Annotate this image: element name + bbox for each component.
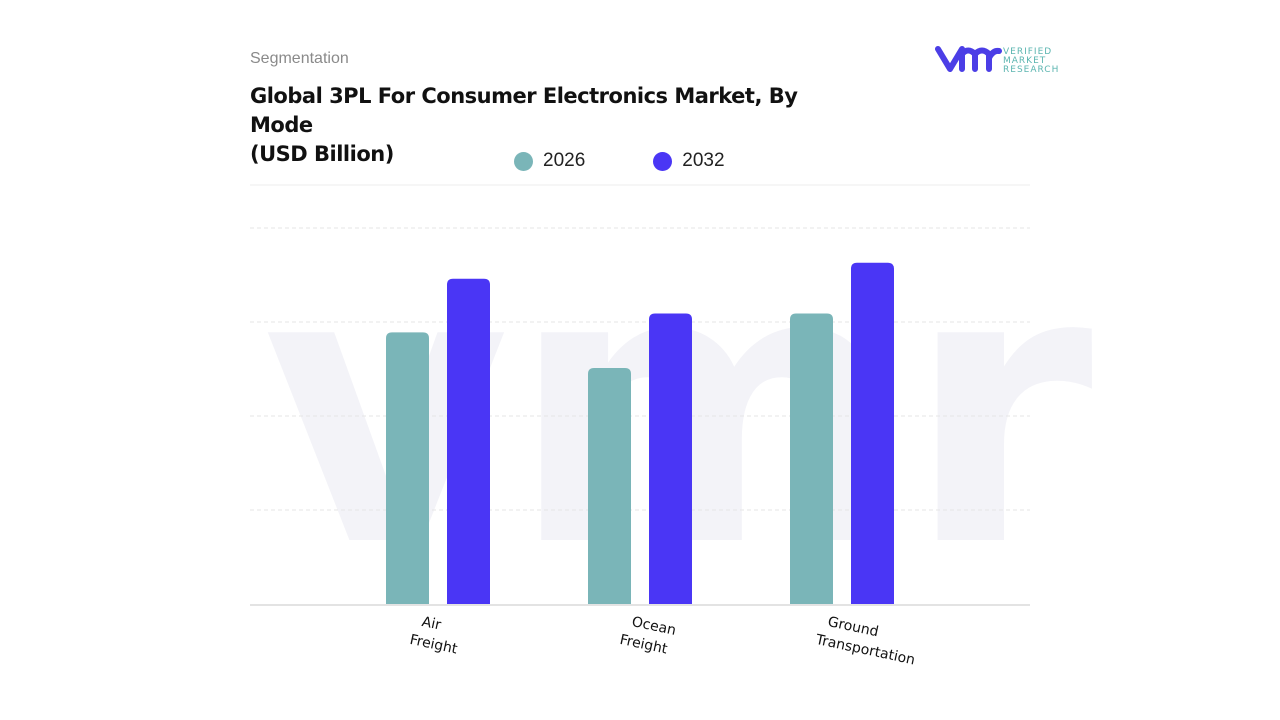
bar-ocean-freight-2032[interactable] (649, 313, 692, 604)
legend: 2026 2032 (514, 150, 725, 172)
legend-item-2032[interactable]: 2032 (653, 150, 725, 172)
vmr-logo: VERIFIED MARKET RESEARCH (935, 42, 1065, 83)
x-tick-label-air-freight: Air Freight (408, 612, 464, 659)
bar-air-freight-2026[interactable] (386, 332, 429, 604)
bar-ground-transportation-2026[interactable] (790, 313, 833, 604)
chart-title: Global 3PL For Consumer Electronics Mark… (250, 82, 850, 169)
legend-label: 2026 (543, 150, 586, 171)
bar-ground-transportation-2032[interactable] (851, 262, 894, 604)
title-line-2: (USD Billion) (250, 142, 394, 166)
logo-text-2: MARKET (1003, 56, 1046, 66)
logo-text-1: VERIFIED (1003, 47, 1052, 57)
legend-label: 2032 (682, 150, 725, 171)
bar-air-freight-2032[interactable] (447, 278, 490, 604)
bar-ocean-freight-2026[interactable] (588, 368, 631, 604)
section-label: Segmentation (250, 50, 349, 67)
title-line-1: Global 3PL For Consumer Electronics Mark… (250, 84, 798, 137)
legend-swatch-2032 (653, 151, 673, 171)
legend-item-2026[interactable]: 2026 (514, 150, 585, 172)
legend-swatch-2026 (514, 151, 533, 171)
logo-text-3: RESEARCH (1003, 65, 1059, 75)
